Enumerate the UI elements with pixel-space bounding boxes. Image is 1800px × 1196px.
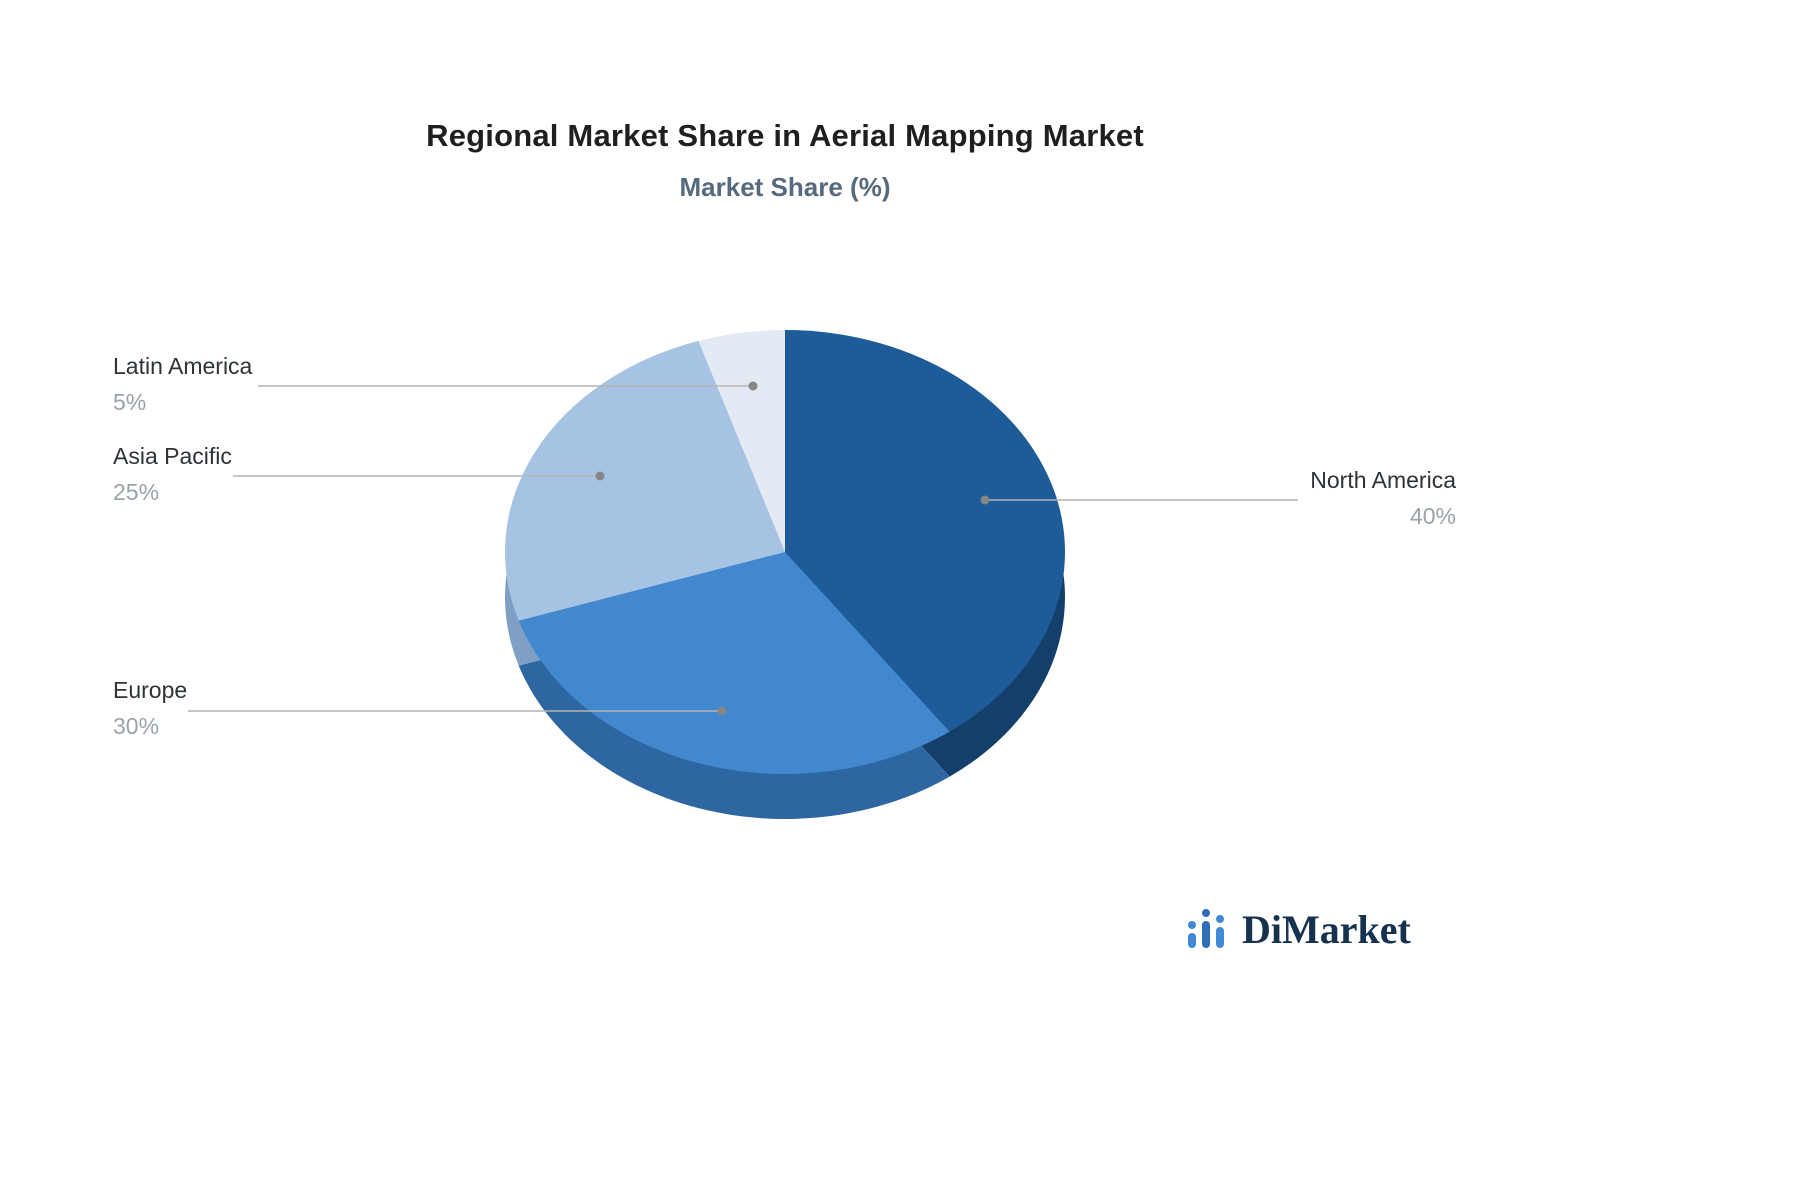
- callout-asia-pacific-value: 25%: [113, 479, 160, 505]
- callout-europe: Europe 30%: [113, 676, 187, 740]
- leader-dot-asia-pacific: [595, 471, 605, 481]
- callout-europe-label: Europe: [113, 677, 188, 703]
- chart-title: Regional Market Share in Aerial Mapping …: [426, 118, 1144, 153]
- callout-north-america: North America 40%: [1310, 466, 1456, 530]
- leader-dot-north-america: [980, 495, 990, 505]
- brand-logo: DiMarket: [1186, 906, 1411, 954]
- callout-asia-pacific: Asia Pacific 25%: [113, 442, 232, 506]
- leader-lines: [188, 381, 1298, 716]
- pie-slice-europe[interactable]: [518, 552, 950, 775]
- pie-slice-asia-pacific[interactable]: [504, 340, 785, 621]
- leader-dot-europe: [717, 706, 727, 716]
- leader-dot-latin-america: [748, 381, 758, 391]
- bar-chart-icon: [1188, 909, 1224, 948]
- callout-latin-america-value: 5%: [113, 389, 147, 415]
- callout-north-america-label: North America: [1310, 467, 1456, 493]
- callout-north-america-value: 40%: [1409, 503, 1456, 529]
- chart-subtitle: Market Share (%): [679, 172, 891, 202]
- pie-slice-north-america[interactable]: [785, 330, 1065, 732]
- callout-latin-america: Latin America 5%: [113, 352, 252, 416]
- callout-europe-value: 30%: [113, 713, 160, 739]
- brand-name: DiMarket: [1242, 907, 1411, 952]
- chart-header: Regional Market Share in Aerial Mapping …: [0, 0, 1570, 203]
- pie-top-layer: [504, 330, 1065, 775]
- callout-asia-pacific-label: Asia Pacific: [113, 443, 232, 469]
- callout-latin-america-label: Latin America: [113, 353, 253, 379]
